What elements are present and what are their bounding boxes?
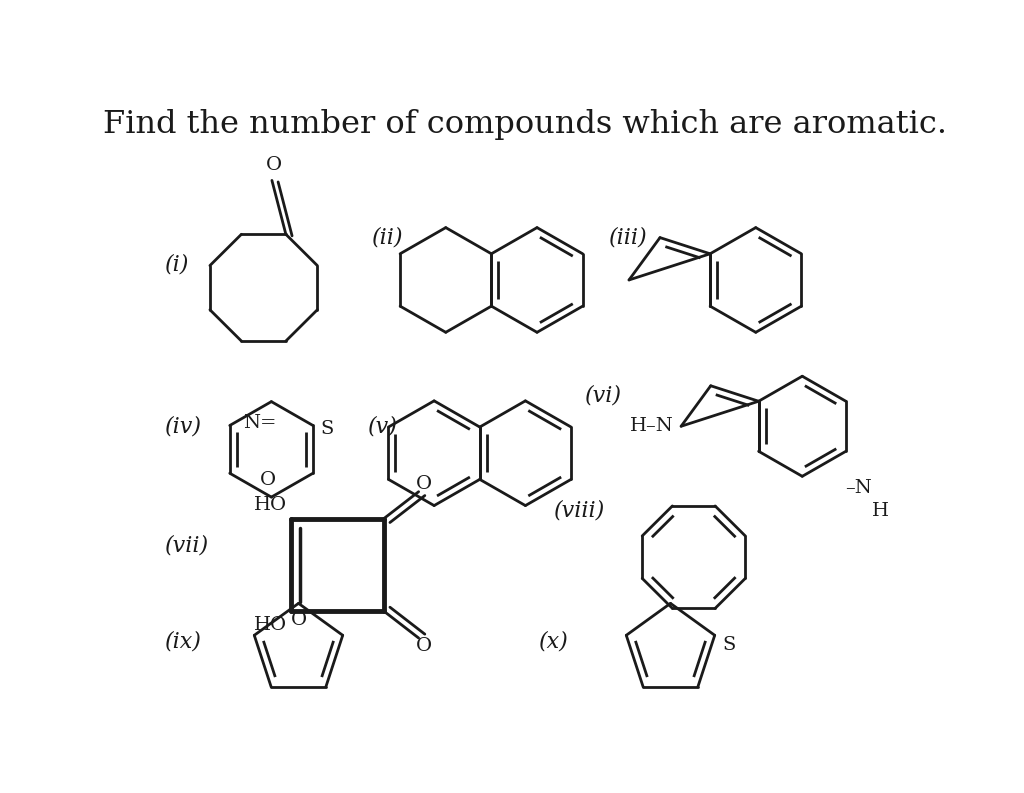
Text: (vi): (vi) <box>586 385 623 407</box>
Text: O: O <box>291 611 306 630</box>
Text: O: O <box>416 475 432 493</box>
Text: N=: N= <box>243 414 276 432</box>
Text: O: O <box>416 637 432 655</box>
Text: (iv): (iv) <box>165 416 202 437</box>
Text: S: S <box>722 635 735 653</box>
Text: H: H <box>872 502 889 520</box>
Text: (v): (v) <box>369 416 398 437</box>
Text: (x): (x) <box>539 631 568 653</box>
Text: (ix): (ix) <box>165 631 202 653</box>
Text: –N: –N <box>845 479 871 497</box>
Text: H–N: H–N <box>630 417 674 435</box>
Text: O: O <box>259 471 275 489</box>
Text: HO: HO <box>254 616 287 634</box>
Text: (iii): (iii) <box>608 227 647 249</box>
Text: O: O <box>265 156 282 174</box>
Text: (i): (i) <box>165 254 189 275</box>
Text: (viii): (viii) <box>554 500 605 522</box>
Text: S: S <box>321 420 334 439</box>
Text: Find the number of compounds which are aromatic.: Find the number of compounds which are a… <box>102 109 947 140</box>
Text: HO: HO <box>254 496 287 514</box>
Text: (vii): (vii) <box>165 534 209 557</box>
Text: (ii): (ii) <box>372 227 403 249</box>
